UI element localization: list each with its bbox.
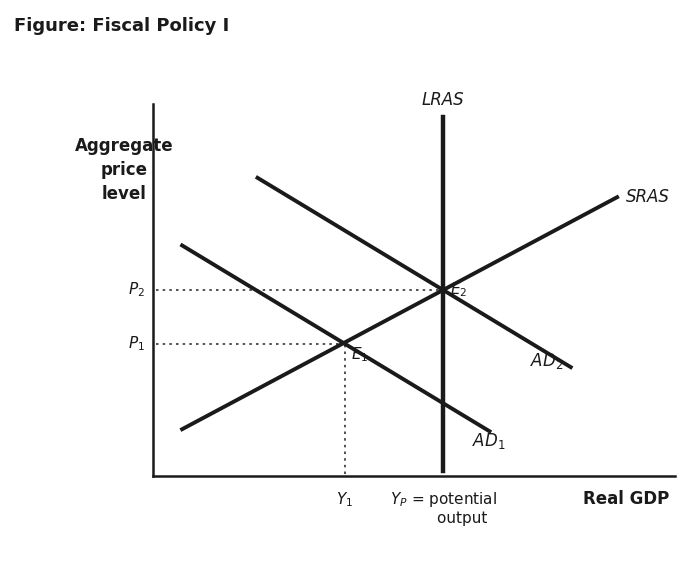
Text: AD$_1$: AD$_1$: [472, 431, 506, 451]
Text: SRAS: SRAS: [626, 188, 670, 206]
Text: $E_2$: $E_2$: [450, 281, 468, 299]
Text: $Y_P$ = potential
        output: $Y_P$ = potential output: [390, 490, 497, 527]
Text: AD$_2$: AD$_2$: [530, 351, 564, 371]
Text: Figure: Fiscal Policy I: Figure: Fiscal Policy I: [14, 17, 229, 35]
Text: $Y_1$: $Y_1$: [336, 490, 353, 509]
Text: Aggregate
price
level: Aggregate price level: [74, 137, 173, 202]
Text: Real GDP: Real GDP: [583, 490, 670, 508]
Text: $P_1$: $P_1$: [127, 334, 145, 353]
Text: $P_2$: $P_2$: [127, 281, 145, 299]
Text: $E_1$: $E_1$: [351, 346, 369, 364]
Text: LRAS: LRAS: [422, 90, 464, 108]
